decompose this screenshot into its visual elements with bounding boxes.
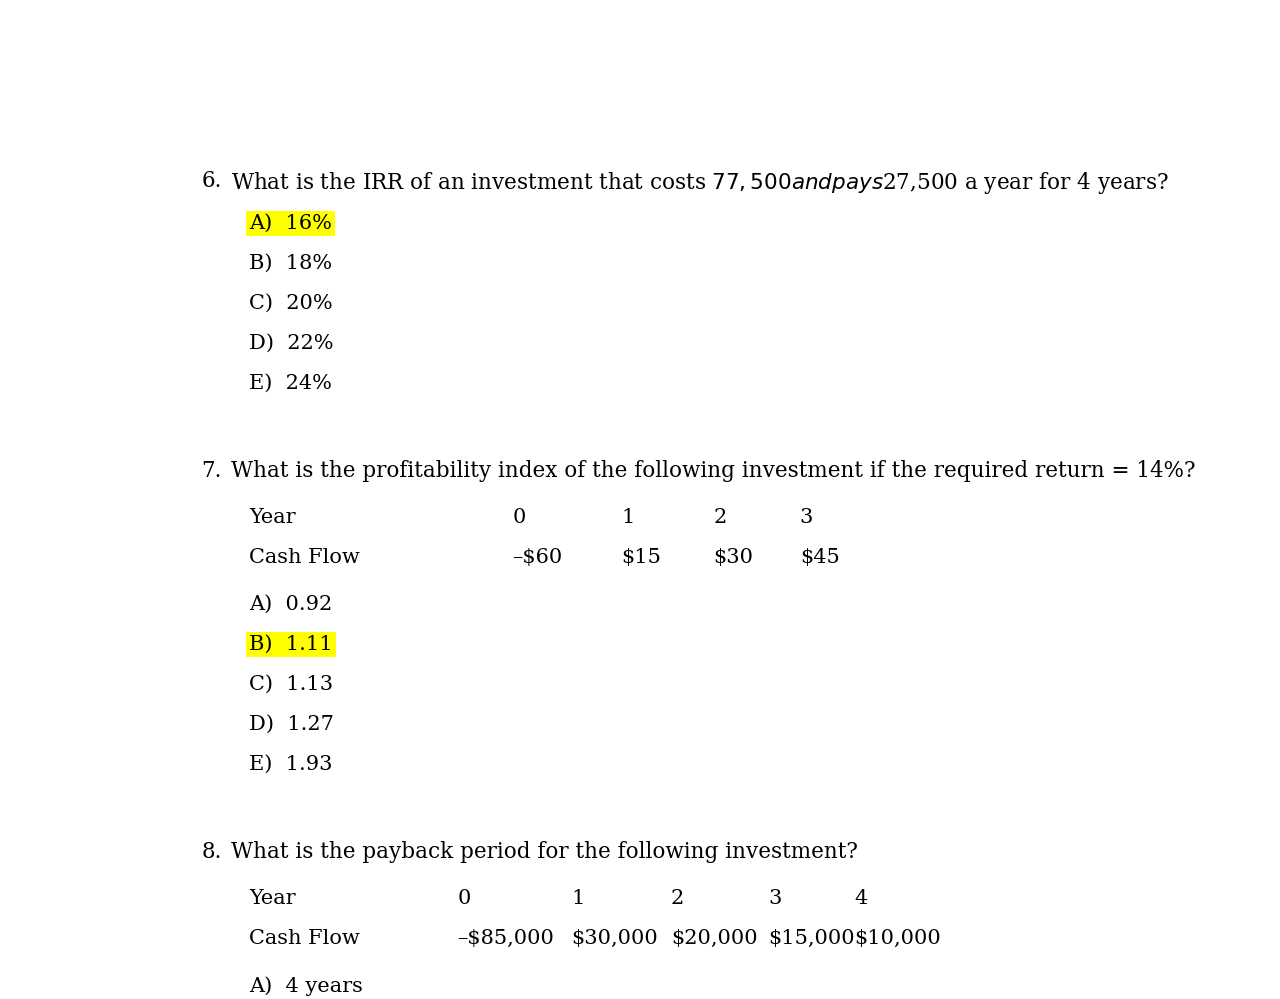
Text: $20,000: $20,000 [671, 929, 758, 948]
Text: What is the profitability index of the following investment if the required retu: What is the profitability index of the f… [232, 460, 1196, 482]
Text: 8.: 8. [202, 841, 221, 863]
Text: 0: 0 [512, 507, 526, 526]
Text: C)  20%: C) 20% [250, 294, 333, 313]
Text: D)  1.27: D) 1.27 [250, 715, 334, 734]
Text: Year: Year [250, 889, 296, 908]
Text: D)  22%: D) 22% [250, 334, 334, 353]
Text: Cash Flow: Cash Flow [250, 547, 360, 566]
Text: $30,000: $30,000 [572, 929, 658, 948]
Text: Year: Year [250, 507, 296, 526]
Text: A)  4 years: A) 4 years [250, 977, 364, 996]
Text: 2: 2 [713, 507, 727, 526]
Text: $45: $45 [800, 547, 840, 566]
Text: 4: 4 [855, 889, 868, 908]
Text: E)  1.93: E) 1.93 [250, 755, 333, 774]
Text: B)  1.11: B) 1.11 [250, 635, 333, 654]
Text: What is the payback period for the following investment?: What is the payback period for the follo… [232, 841, 859, 863]
Text: 2: 2 [671, 889, 684, 908]
Text: $30: $30 [713, 547, 754, 566]
Text: B)  18%: B) 18% [250, 254, 333, 273]
Text: What is the IRR of an investment that costs $77,500 and pays $27,500 a year for : What is the IRR of an investment that co… [232, 170, 1169, 196]
Text: 7.: 7. [202, 460, 221, 482]
Text: –$85,000: –$85,000 [458, 929, 554, 948]
Text: A)  0.92: A) 0.92 [250, 595, 333, 614]
Text: A)  16%: A) 16% [250, 214, 332, 233]
Text: Cash Flow: Cash Flow [250, 929, 360, 948]
Text: 3: 3 [768, 889, 782, 908]
Text: 1: 1 [621, 507, 635, 526]
Text: –$60: –$60 [512, 547, 562, 566]
Text: C)  1.13: C) 1.13 [250, 675, 333, 694]
Text: E)  24%: E) 24% [250, 374, 332, 393]
Text: 0: 0 [458, 889, 471, 908]
Text: 3: 3 [800, 507, 813, 526]
Text: $10,000: $10,000 [855, 929, 941, 948]
Text: 1: 1 [572, 889, 585, 908]
Text: 6.: 6. [202, 170, 221, 192]
Text: $15: $15 [621, 547, 662, 566]
Text: $15,000: $15,000 [768, 929, 855, 948]
